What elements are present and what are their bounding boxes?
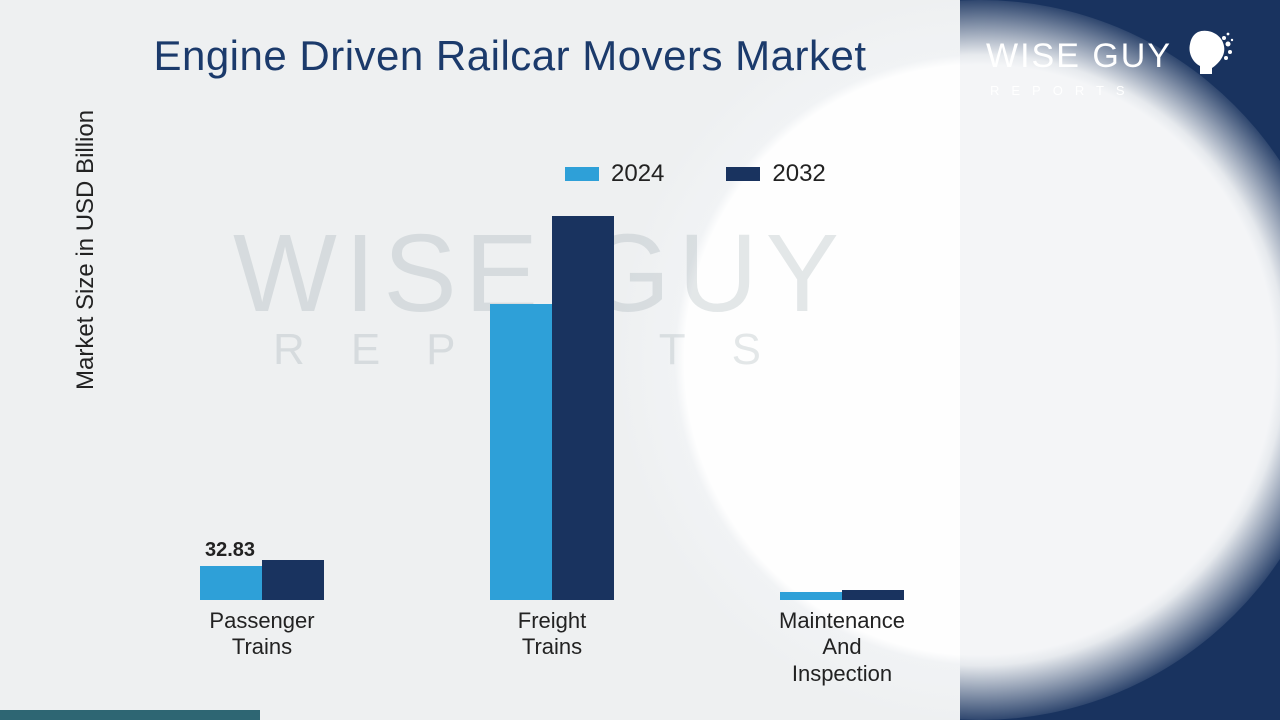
- brand-line1: WISE GUY: [986, 37, 1172, 76]
- plot-area: 32.83: [120, 200, 940, 600]
- legend-swatch-2032: [726, 167, 760, 181]
- brand-head-icon: [1178, 28, 1234, 85]
- bar-group: [780, 200, 904, 600]
- bar-group: 32.83: [200, 200, 324, 600]
- bar-2032: [552, 216, 614, 600]
- chart-title: Engine Driven Railcar Movers Market: [120, 32, 900, 80]
- bar-2032: [842, 590, 904, 600]
- legend-label-2024: 2024: [611, 160, 664, 188]
- y-axis-label: Market Size in USD Billion: [72, 110, 100, 390]
- bottom-strip: [0, 710, 260, 720]
- legend-label-2032: 2032: [772, 160, 825, 188]
- x-label-freight-trains: FreightTrains: [457, 608, 647, 661]
- x-label-maintenance-and-inspection: MaintenanceAndInspection: [747, 608, 937, 687]
- bar-2032: [262, 560, 324, 600]
- bar-2024: [780, 592, 842, 600]
- brand-logo: WISE GUY REPORTS: [986, 28, 1256, 108]
- bar-2024: [490, 304, 552, 600]
- legend: 2024 2032: [565, 160, 826, 188]
- brand-line2: REPORTS: [986, 83, 1256, 98]
- chart-stage: WISE GUY REPORTS Engine Driven Railcar M…: [0, 0, 1280, 720]
- legend-item-2024: 2024: [565, 160, 664, 188]
- bar-value-label: 32.83: [190, 539, 270, 562]
- bar-group: [490, 200, 614, 600]
- x-label-passenger-trains: PassengerTrains: [167, 608, 357, 661]
- legend-swatch-2024: [565, 167, 599, 181]
- legend-item-2032: 2032: [726, 160, 825, 188]
- bar-2024: [200, 566, 262, 600]
